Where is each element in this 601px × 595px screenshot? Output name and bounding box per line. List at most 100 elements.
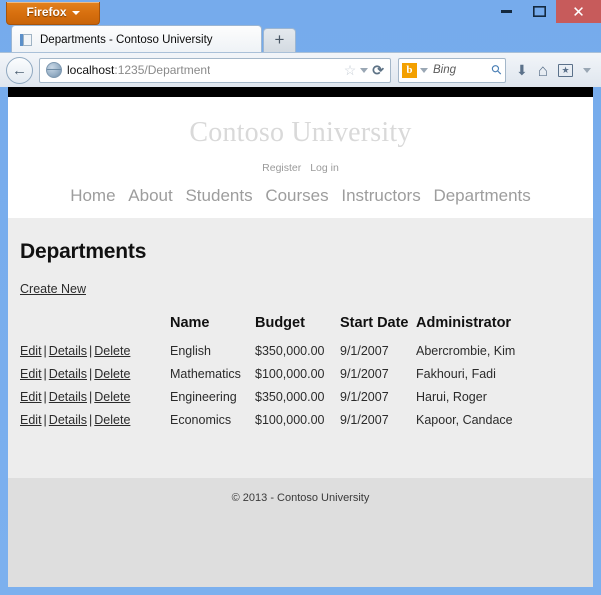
- back-arrow-icon: ←: [12, 61, 27, 79]
- bing-icon[interactable]: b: [401, 62, 417, 78]
- cell-start-date: 9/1/2007: [340, 367, 389, 381]
- address-bar[interactable]: localhost:1235/Department ☆ ⟳: [39, 57, 391, 83]
- downloads-icon[interactable]: ⬇: [515, 62, 528, 78]
- firefox-menu-button[interactable]: Firefox: [6, 2, 100, 25]
- edit-link[interactable]: Edit: [20, 367, 42, 381]
- login-link[interactable]: Log in: [310, 162, 339, 174]
- table-row: Edit | Details | Delete Engineering $350,000…: [20, 386, 556, 409]
- cell-administrator: Kapoor, Candace: [416, 413, 513, 427]
- delete-link[interactable]: Delete: [94, 390, 131, 404]
- chevron-down-icon[interactable]: [419, 67, 428, 73]
- details-link[interactable]: Details: [48, 390, 88, 404]
- cell-name: Economics: [170, 413, 232, 427]
- bookmark-star-icon[interactable]: ☆: [343, 61, 357, 78]
- search-input[interactable]: Bing: [432, 64, 457, 76]
- tab-title: Departments - Contoso University: [40, 33, 213, 46]
- page-title: Departments: [20, 240, 147, 263]
- nav-item-home[interactable]: Home: [70, 186, 116, 205]
- cell-budget: $350,000.00: [255, 344, 325, 358]
- action-separator: |: [43, 344, 47, 358]
- close-button[interactable]: ✕: [556, 0, 601, 23]
- register-link[interactable]: Register: [262, 162, 302, 174]
- page-top-band: [8, 87, 593, 97]
- action-separator: |: [89, 344, 93, 358]
- cell-administrator: Harui, Roger: [416, 390, 487, 404]
- details-link[interactable]: Details: [48, 367, 88, 381]
- site-header: Contoso University Register Log in Home …: [8, 97, 593, 240]
- cell-start-date: 9/1/2007: [340, 344, 389, 358]
- table-row: Edit | Details | Delete English $350,000.00 …: [20, 340, 556, 363]
- column-header-administrator: Administrator: [416, 315, 512, 331]
- cell-budget: $100,000.00: [255, 413, 325, 427]
- row-actions: Edit | Details | Delete: [20, 409, 170, 432]
- tab-departments[interactable]: Departments - Contoso University: [11, 25, 262, 53]
- cell-administrator: Fakhouri, Fadi: [416, 367, 496, 381]
- tab-strip: Departments - Contoso University +: [0, 25, 601, 53]
- delete-link[interactable]: Delete: [94, 367, 131, 381]
- row-actions: Edit | Details | Delete: [20, 340, 170, 363]
- action-separator: |: [89, 367, 93, 381]
- cell-start-date: 9/1/2007: [340, 413, 389, 427]
- row-actions: Edit | Details | Delete: [20, 386, 170, 409]
- cell-name: Mathematics: [170, 367, 241, 381]
- delete-link[interactable]: Delete: [94, 413, 131, 427]
- page-viewport: Contoso University Register Log in Home …: [8, 87, 593, 587]
- maximize-button[interactable]: [523, 0, 556, 23]
- action-separator: |: [43, 367, 47, 381]
- chevron-down-icon[interactable]: [583, 67, 591, 73]
- site-footer: © 2013 - Contoso University: [8, 478, 593, 587]
- cell-administrator: Abercrombie, Kim: [416, 344, 516, 358]
- departments-table: Name Budget Start Date Administrator Edi…: [20, 315, 556, 432]
- main-content: Departments Create New Name Budget Start…: [8, 218, 593, 478]
- chevron-down-icon: [71, 10, 80, 15]
- navigation-toolbar: ← localhost:1235/Department ☆ ⟳ b Bing ⚲…: [0, 52, 601, 87]
- delete-link[interactable]: Delete: [94, 344, 131, 358]
- details-link[interactable]: Details: [48, 344, 88, 358]
- toolbar-icons: ⬇ ⌂ ★: [516, 62, 595, 79]
- page-favicon-icon: [20, 33, 34, 47]
- nav-item-courses[interactable]: Courses: [265, 186, 329, 205]
- site-brand[interactable]: Contoso University: [189, 117, 412, 148]
- minimize-button[interactable]: [490, 0, 523, 23]
- home-icon[interactable]: ⌂: [537, 60, 548, 80]
- window-controls: ✕: [490, 0, 601, 27]
- close-icon: ✕: [572, 3, 585, 21]
- cell-start-date: 9/1/2007: [340, 390, 389, 404]
- address-bar-actions: ☆ ⟳: [344, 62, 386, 79]
- nav-item-students[interactable]: Students: [185, 186, 253, 205]
- action-separator: |: [43, 390, 47, 404]
- bookmarks-icon[interactable]: ★: [558, 63, 573, 77]
- edit-link[interactable]: Edit: [20, 390, 42, 404]
- nav-item-departments[interactable]: Departments: [433, 186, 531, 205]
- column-header-budget: Budget: [255, 315, 305, 331]
- url-path: :1235/Department: [114, 63, 211, 77]
- chevron-down-icon[interactable]: [360, 67, 369, 73]
- cell-name: English: [170, 344, 211, 358]
- details-link[interactable]: Details: [48, 413, 88, 427]
- back-button[interactable]: ←: [6, 56, 33, 84]
- action-separator: |: [89, 390, 93, 404]
- auth-links: Register Log in: [8, 162, 593, 174]
- url-host: localhost: [67, 63, 115, 77]
- column-header-name: Name: [170, 315, 210, 331]
- cell-budget: $350,000.00: [255, 390, 325, 404]
- new-tab-label: +: [274, 30, 285, 49]
- search-bar[interactable]: b Bing ⚲: [397, 57, 506, 83]
- nav-item-about[interactable]: About: [128, 186, 173, 205]
- table-header-row: Name Budget Start Date Administrator: [20, 315, 556, 340]
- search-magnifier-icon[interactable]: ⚲: [488, 60, 506, 79]
- footer-copyright: © 2013 - Contoso University: [231, 492, 370, 504]
- nav-item-instructors[interactable]: Instructors: [341, 186, 421, 205]
- action-separator: |: [89, 413, 93, 427]
- create-new-link[interactable]: Create New: [20, 282, 86, 296]
- cell-name: Engineering: [170, 390, 237, 404]
- edit-link[interactable]: Edit: [20, 413, 42, 427]
- title-bar: Firefox ✕: [0, 0, 601, 27]
- reload-icon[interactable]: ⟳: [372, 61, 384, 78]
- column-header-actions: [20, 315, 170, 340]
- edit-link[interactable]: Edit: [20, 344, 42, 358]
- cell-budget: $100,000.00: [255, 367, 325, 381]
- row-actions: Edit | Details | Delete: [20, 363, 170, 386]
- new-tab-button[interactable]: +: [263, 28, 296, 53]
